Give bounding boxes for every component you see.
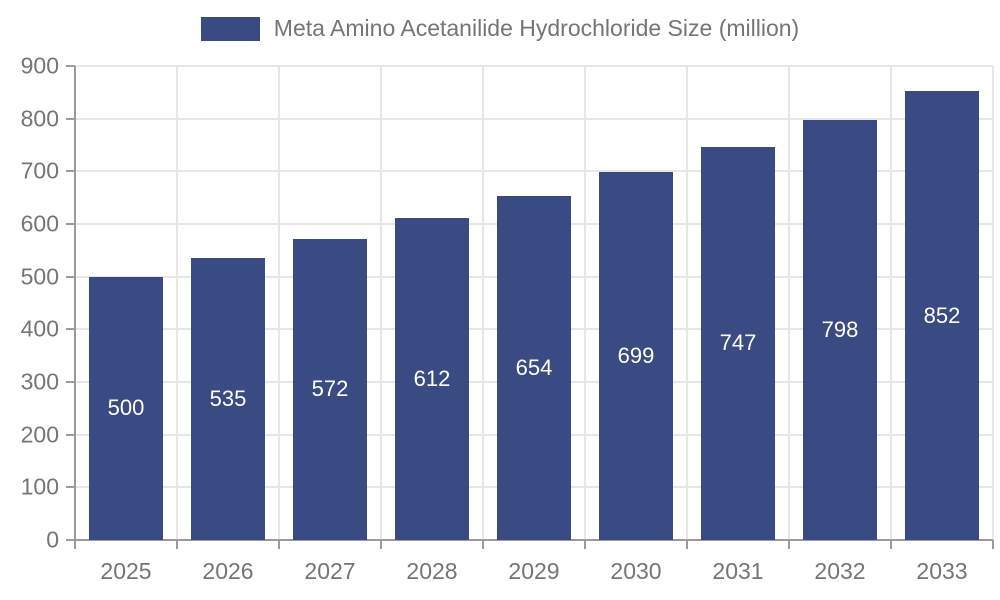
bar-value-label: 852 [923, 302, 961, 328]
x-tick-mark [788, 540, 790, 549]
x-tick-label: 2028 [406, 558, 458, 584]
x-tick-label: 2027 [304, 558, 356, 584]
bar-value-label: 747 [719, 330, 757, 356]
y-tick-label: 900 [20, 52, 59, 79]
bar: 500 [89, 276, 163, 540]
y-tick-label: 0 [46, 526, 59, 553]
x-tick-mark [278, 540, 280, 549]
v-gridline [482, 66, 484, 540]
y-tick-label: 100 [20, 473, 59, 500]
bar-value-label: 535 [209, 386, 247, 412]
bar-value-label: 572 [311, 376, 349, 402]
bar-value-label: 500 [107, 395, 145, 421]
x-tick-mark [482, 540, 484, 549]
x-tick-mark [380, 540, 382, 549]
y-tick-mark [66, 117, 75, 120]
bar: 747 [701, 146, 775, 540]
legend: Meta Amino Acetanilide Hydrochloride Siz… [0, 15, 1000, 42]
y-tick-mark [66, 328, 75, 331]
x-tick-mark [584, 540, 586, 549]
y-tick-mark [66, 381, 75, 383]
y-tick-label: 800 [20, 105, 59, 132]
bar-value-label: 699 [617, 342, 655, 368]
v-gridline [380, 66, 382, 540]
x-tick-label: 2026 [202, 558, 254, 584]
x-tick-label: 2033 [916, 558, 968, 584]
y-tick-label: 700 [20, 157, 59, 184]
bar-value-label: 798 [821, 316, 859, 342]
y-tick-label: 200 [20, 421, 59, 448]
x-tick-label: 2029 [508, 558, 560, 584]
bar: 535 [191, 258, 265, 540]
bar-value-label: 612 [413, 365, 451, 391]
x-tick-label: 2025 [100, 558, 152, 584]
h-gridline [75, 170, 993, 173]
v-gridline [686, 66, 688, 540]
y-tick-label: 500 [20, 263, 59, 290]
legend-label: Meta Amino Acetanilide Hydrochloride Siz… [273, 15, 800, 41]
x-tick-mark [992, 540, 994, 549]
x-tick-label: 2030 [610, 558, 662, 584]
bar: 612 [395, 217, 469, 540]
y-tick-mark [66, 275, 75, 278]
y-tick-label: 300 [20, 368, 59, 395]
v-gridline [890, 66, 892, 540]
x-tick-mark [176, 540, 178, 549]
h-gridline [75, 65, 993, 67]
bar: 572 [293, 238, 367, 540]
y-tick-label: 600 [20, 210, 59, 237]
bar: 699 [599, 171, 673, 540]
y-tick-mark [66, 65, 75, 67]
v-gridline [788, 66, 790, 540]
v-gridline [992, 66, 994, 540]
v-gridline [176, 66, 178, 540]
v-gridline [278, 66, 280, 540]
legend-swatch [200, 16, 260, 41]
y-tick-mark [66, 170, 75, 173]
x-tick-mark [686, 540, 688, 549]
y-tick-label: 400 [20, 315, 59, 342]
y-tick-mark [66, 223, 75, 225]
x-axis-line [66, 539, 993, 541]
x-tick-label: 2032 [814, 558, 866, 584]
bar: 654 [497, 195, 571, 540]
bar: 852 [905, 91, 979, 540]
y-tick-mark [66, 433, 75, 436]
y-tick-mark [66, 486, 75, 489]
v-gridline [584, 66, 586, 540]
bar-value-label: 654 [515, 354, 553, 380]
y-axis-line [74, 66, 76, 549]
x-tick-label: 2031 [712, 558, 764, 584]
h-gridline [75, 117, 993, 120]
x-tick-mark [890, 540, 892, 549]
bar: 798 [803, 119, 877, 540]
